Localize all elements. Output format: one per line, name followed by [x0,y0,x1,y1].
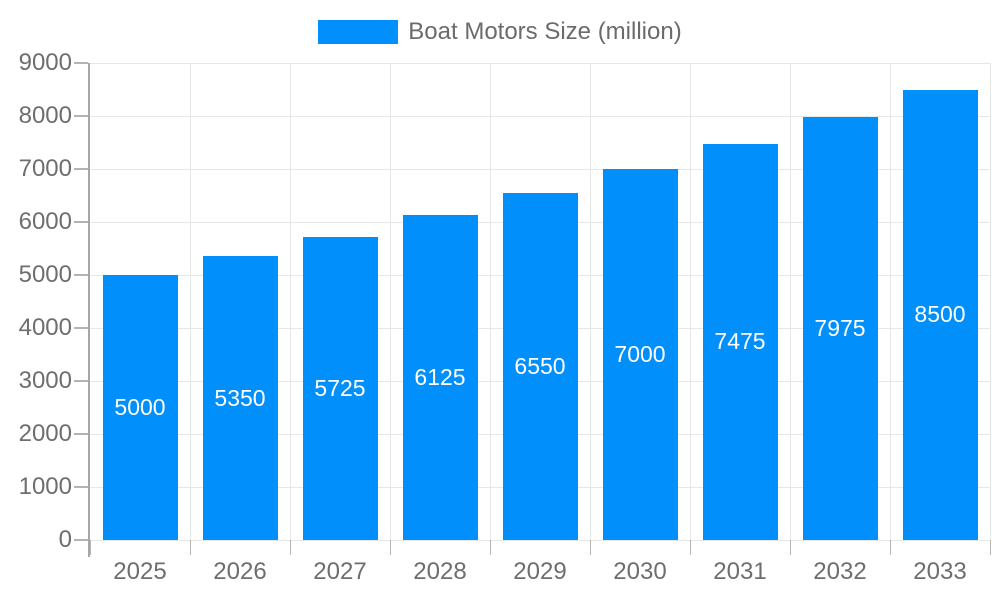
y-axis-tick-label: 5000 [18,261,72,288]
x-axis-tick-label: 2032 [813,558,867,585]
y-axis-tick-label: 7000 [18,155,72,182]
bar-value-label: 6125 [414,364,466,391]
x-axis-tick-label: 2025 [113,558,167,585]
y-tick [74,486,88,488]
bar-value-label: 5000 [114,394,166,420]
x-axis-tick-label: 2029 [513,558,567,585]
x-tick [690,540,691,555]
y-axis-tick-label: 2000 [18,420,72,447]
v-gridline [389,63,391,540]
y-tick [74,327,88,329]
x-axis-tick-label: 2033 [913,558,967,585]
x-tick [390,540,391,555]
bar-value-label: 7975 [814,315,866,342]
y-tick [74,433,88,435]
h-gridline [90,62,990,64]
legend-label: Boat Motors Size (million) [408,18,682,45]
x-tick [490,540,491,555]
x-tick [190,540,191,555]
y-tick [74,380,88,382]
y-tick [74,115,88,117]
bar-value-label: 5725 [314,374,366,401]
x-axis-tick-label: 2030 [613,558,667,585]
v-gridline [589,63,591,540]
x-tick [790,540,791,555]
x-tick [990,540,991,555]
bar-2030[interactable]: 7000 [602,169,678,540]
h-gridline [90,115,990,117]
x-axis-tick-label: 2026 [213,558,267,585]
bar-value-label: 5350 [214,384,266,411]
v-gridline [789,63,791,540]
y-tick [74,221,88,223]
bar-value-label: 8500 [914,301,966,328]
y-axis-tick-label: 0 [58,526,72,553]
y-axis-tick-label: 9000 [18,49,72,76]
y-axis-line [88,63,90,557]
x-axis-tick-label: 2027 [313,558,367,585]
y-tick [74,62,88,64]
bar-2031[interactable]: 7475 [702,143,778,540]
y-axis-tick-label: 1000 [18,473,72,500]
bar-value-label: 7000 [614,341,666,367]
bar-2025[interactable]: 5000 [102,275,178,540]
x-tick [890,540,891,555]
legend-swatch [318,20,399,44]
x-tick [90,540,91,555]
y-axis-tick-label: 3000 [18,367,72,394]
x-tick [290,540,291,555]
v-gridline [989,63,991,540]
v-gridline [289,63,291,540]
y-axis-tick-label: 6000 [18,208,72,235]
v-gridline [189,63,191,540]
bar-2026[interactable]: 5350 [202,256,278,540]
bar-value-label: 6550 [514,352,566,379]
h-gridline [90,168,990,170]
plot-area: 5000 5350 5725 6125 6550 7000 7475 7975 8500 [90,62,991,541]
y-tick [74,168,88,170]
x-axis-baseline [90,539,990,541]
x-axis-tick-label: 2031 [713,558,767,585]
v-gridline [689,63,691,540]
bar-2027[interactable]: 5725 [302,236,378,540]
y-tick [74,274,88,276]
bar-2033[interactable]: 8500 [902,89,978,540]
v-gridline [889,63,891,540]
y-axis-tick-label: 4000 [18,314,72,341]
bar-2029[interactable]: 6550 [502,192,578,540]
x-axis-tick-label: 2028 [413,558,467,585]
bar-2028[interactable]: 6125 [402,215,478,540]
x-tick [590,540,591,555]
bar-value-label: 7475 [714,328,766,355]
y-axis-tick-label: 8000 [18,102,72,129]
legend[interactable]: Boat Motors Size (million) [0,16,1000,48]
y-tick [74,539,88,541]
bar-2032[interactable]: 7975 [802,117,878,540]
v-gridline [489,63,491,540]
